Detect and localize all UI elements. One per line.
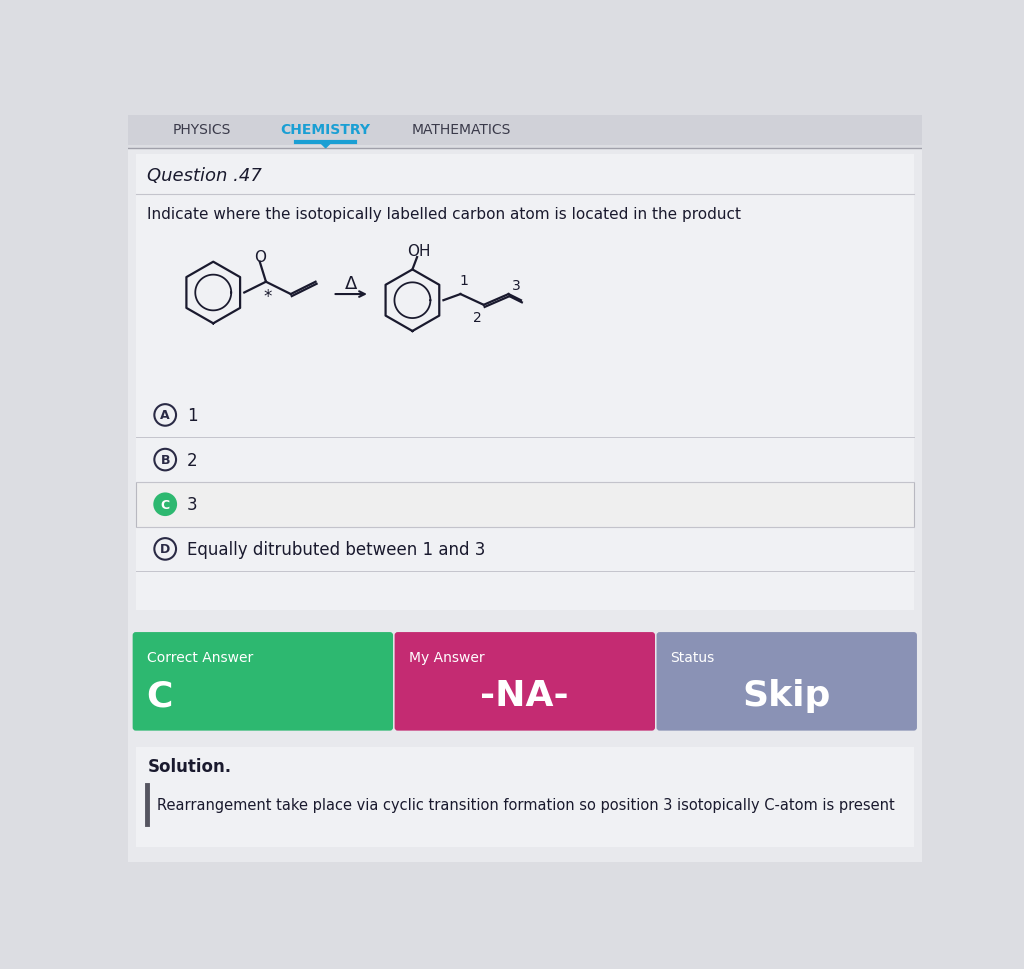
Text: 2: 2 bbox=[473, 311, 482, 325]
FancyBboxPatch shape bbox=[128, 116, 922, 145]
Text: Rearrangement take place via cyclic transition formation so position 3 isotopica: Rearrangement take place via cyclic tran… bbox=[158, 797, 895, 812]
Text: C: C bbox=[161, 498, 170, 512]
Text: 1: 1 bbox=[187, 407, 198, 424]
FancyBboxPatch shape bbox=[128, 148, 922, 862]
Text: Status: Status bbox=[671, 650, 715, 664]
FancyBboxPatch shape bbox=[136, 483, 913, 527]
Text: Correct Answer: Correct Answer bbox=[146, 650, 253, 664]
Text: Indicate where the isotopically labelled carbon atom is located in the product: Indicate where the isotopically labelled… bbox=[147, 207, 741, 222]
Text: 1: 1 bbox=[459, 274, 468, 288]
Text: Question .47: Question .47 bbox=[147, 167, 262, 184]
Text: D: D bbox=[160, 543, 170, 556]
Circle shape bbox=[155, 494, 176, 516]
Text: Solution.: Solution. bbox=[147, 757, 231, 775]
Text: OH: OH bbox=[407, 244, 430, 259]
Text: Equally ditrubuted between 1 and 3: Equally ditrubuted between 1 and 3 bbox=[187, 541, 485, 558]
Text: B: B bbox=[161, 453, 170, 467]
FancyBboxPatch shape bbox=[136, 747, 913, 847]
Text: -NA-: -NA- bbox=[480, 678, 569, 712]
Text: O: O bbox=[254, 250, 266, 265]
Text: 2: 2 bbox=[187, 452, 198, 469]
Text: MATHEMATICS: MATHEMATICS bbox=[412, 123, 511, 138]
Text: CHEMISTRY: CHEMISTRY bbox=[281, 123, 371, 138]
Text: *: * bbox=[263, 287, 271, 305]
FancyBboxPatch shape bbox=[133, 633, 393, 731]
Text: C: C bbox=[146, 678, 173, 712]
FancyBboxPatch shape bbox=[394, 633, 655, 731]
FancyBboxPatch shape bbox=[136, 195, 913, 610]
FancyBboxPatch shape bbox=[136, 155, 913, 195]
Text: 3: 3 bbox=[187, 496, 198, 514]
FancyBboxPatch shape bbox=[656, 633, 916, 731]
Text: Skip: Skip bbox=[742, 678, 830, 712]
Text: Δ: Δ bbox=[345, 275, 357, 293]
Text: A: A bbox=[161, 409, 170, 422]
Text: PHYSICS: PHYSICS bbox=[172, 123, 230, 138]
Polygon shape bbox=[321, 143, 331, 148]
Text: 3: 3 bbox=[512, 278, 520, 293]
Text: My Answer: My Answer bbox=[409, 650, 484, 664]
